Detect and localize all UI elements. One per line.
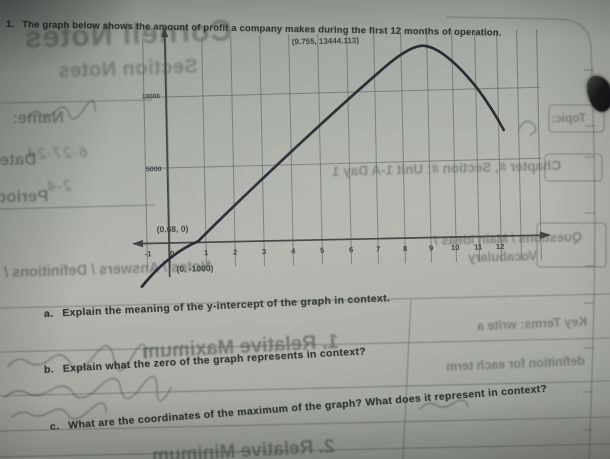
ruled-lines [0,16,610,459]
x-tick-label: 4 [291,246,296,255]
question-c-label: c. [49,420,60,433]
zero-point-label: (0.68, 0) [157,224,189,235]
x-axis-right-arrow [539,231,551,239]
x-tick-label: 10 [451,243,460,252]
x-tick-label: 3 [262,247,266,256]
y-tick-label-10000: 10000 [142,93,161,100]
question-b-label: b. [43,363,55,376]
profit-curve [140,44,506,288]
chapter-field-box [544,153,603,182]
questions-header-box [536,222,607,268]
x-tick-label: 5 [320,246,324,255]
handwriting-scribble [7,343,147,372]
x-tick-label: 12 [496,242,505,251]
x-tick-label: 0 [170,249,174,258]
handwriting-scribble [11,402,107,420]
x-axis [133,234,549,245]
graph-gridlines [142,29,542,269]
handwriting-scribble [517,120,537,136]
x-tick-label: 7 [376,245,380,254]
handwriting-scribble [419,399,469,410]
x-tick-label: 1 [204,248,208,257]
handwriting-scribble [4,375,172,402]
maximum-point-label: (9.755, 13444.113) [292,36,360,46]
x-axis-left-arrow [132,239,144,248]
x-tick-label: -1 [145,249,152,258]
handwriting-name-scribble [27,100,96,120]
question-a-label: a. [43,307,54,320]
x-tick-label: 2 [233,248,237,257]
back-page-border [445,16,596,459]
topic-field-box [548,104,605,133]
x-tick-label: 6 [349,245,353,254]
y-axis [163,30,171,278]
problem-number: 1. [5,19,15,31]
y-axis-top-arrow [161,27,169,38]
x-tick-label: 11 [474,242,482,251]
x-tick-label: 9 [429,243,433,252]
x-tick-label: 8 [403,244,407,253]
graph-axes [132,27,551,278]
y-intercept-point-label: (0, -1000) [176,263,213,274]
x-tick-labels: -1 0 1 2 3 4 5 6 7 8 9 10 11 12 [145,242,505,259]
y-tick-label-5000: 5000 [146,166,162,173]
